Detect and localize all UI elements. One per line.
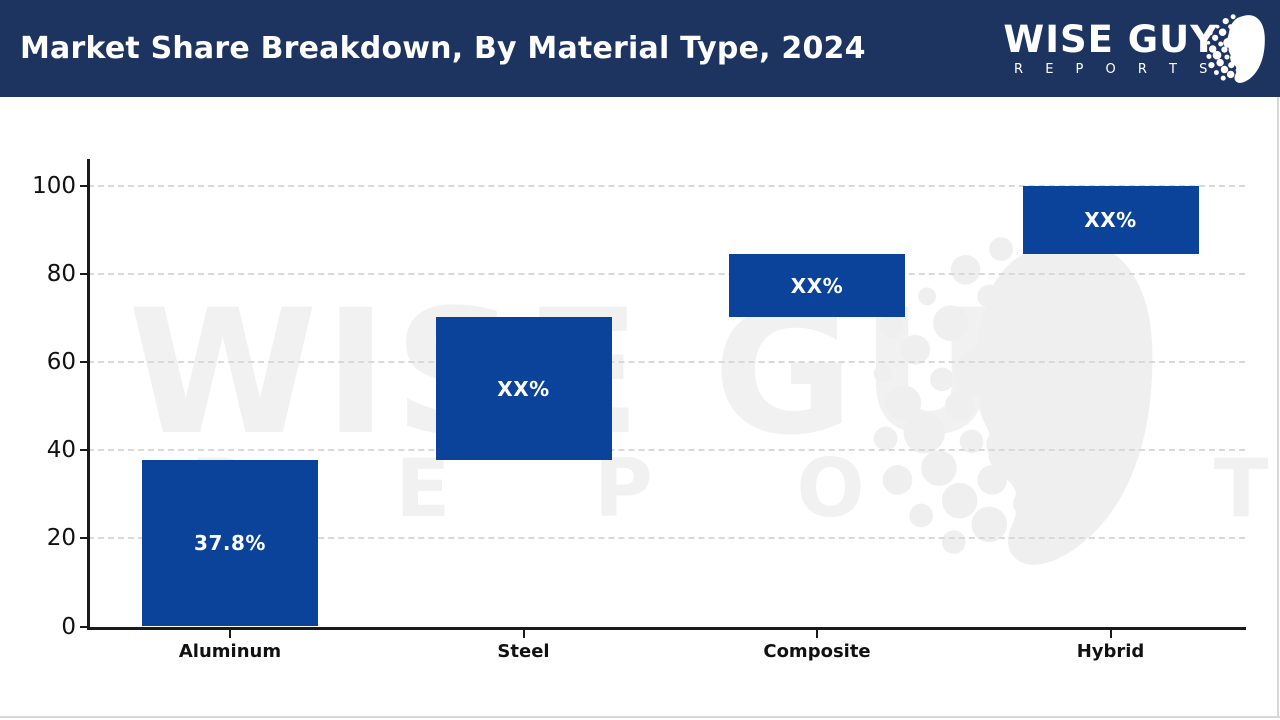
- gridline-100: [88, 185, 1245, 188]
- gridline-40: [88, 449, 1245, 452]
- bar-value-label: XX%: [790, 273, 844, 298]
- logo-wordmark-line2: R E P O R T S: [1014, 61, 1217, 77]
- bar-composite: XX%: [729, 254, 905, 318]
- right-divider: [1277, 97, 1279, 718]
- gridline-80: [88, 273, 1245, 276]
- x-tick-label-hybrid: Hybrid: [1076, 640, 1145, 662]
- y-tick-20: [80, 537, 88, 540]
- x-tick-label-steel: Steel: [497, 640, 550, 662]
- watermark-text-line2: R E P O R T S: [190, 442, 1280, 535]
- header-band: Market Share Breakdown, By Material Type…: [0, 0, 1280, 97]
- gridline-60: [88, 361, 1245, 364]
- y-tick-0: [80, 625, 88, 628]
- y-tick-label: 100: [32, 173, 76, 200]
- y-tick-label: 60: [46, 349, 76, 376]
- wiseguy-face-icon: [1206, 14, 1265, 83]
- logo-wordmark-line1: WISE GUY: [1003, 18, 1218, 62]
- wiseguy-logo: WISE GUY R E P O R T S: [1003, 6, 1266, 92]
- chart-area: WISE GUY R E P O R T S 0 20 40 60 80 100 37.8%…: [0, 97, 1280, 717]
- watermark-face-icon: [873, 237, 1153, 565]
- page-title: Market Share Breakdown, By Material Type…: [20, 31, 866, 66]
- x-tick-hybrid: [1109, 629, 1112, 638]
- y-tick-80: [80, 273, 88, 276]
- y-axis-line: [87, 159, 90, 629]
- bottom-divider: [0, 716, 1280, 718]
- x-tick-label-composite: Composite: [763, 640, 871, 662]
- y-tick-label: 0: [61, 613, 76, 640]
- y-tick-100: [80, 185, 88, 188]
- x-tick-aluminum: [229, 629, 231, 638]
- bar-aluminum: 37.8%: [142, 460, 318, 627]
- y-tick-label: 20: [46, 525, 76, 552]
- bar-hybrid: XX%: [1022, 186, 1199, 255]
- bar-value-label: XX%: [1084, 208, 1137, 233]
- x-tick-label-aluminum: Aluminum: [178, 640, 282, 662]
- x-tick-composite: [816, 629, 818, 638]
- y-tick-label: 80: [46, 261, 76, 288]
- y-tick-60: [80, 361, 88, 364]
- gridline-20: [88, 537, 1245, 540]
- x-tick-steel: [522, 629, 525, 638]
- bar-steel: XX%: [435, 317, 612, 461]
- bar-value-label: XX%: [497, 376, 550, 401]
- y-tick-label: 40: [46, 437, 76, 464]
- x-axis-line: [87, 626, 1246, 630]
- y-tick-40: [80, 449, 88, 452]
- watermark-text-line1: WISE GUY: [128, 272, 1137, 473]
- bar-value-label: 37.8%: [194, 531, 266, 556]
- logo-wordmark: WISE GUY R E P O R T S: [1003, 18, 1218, 77]
